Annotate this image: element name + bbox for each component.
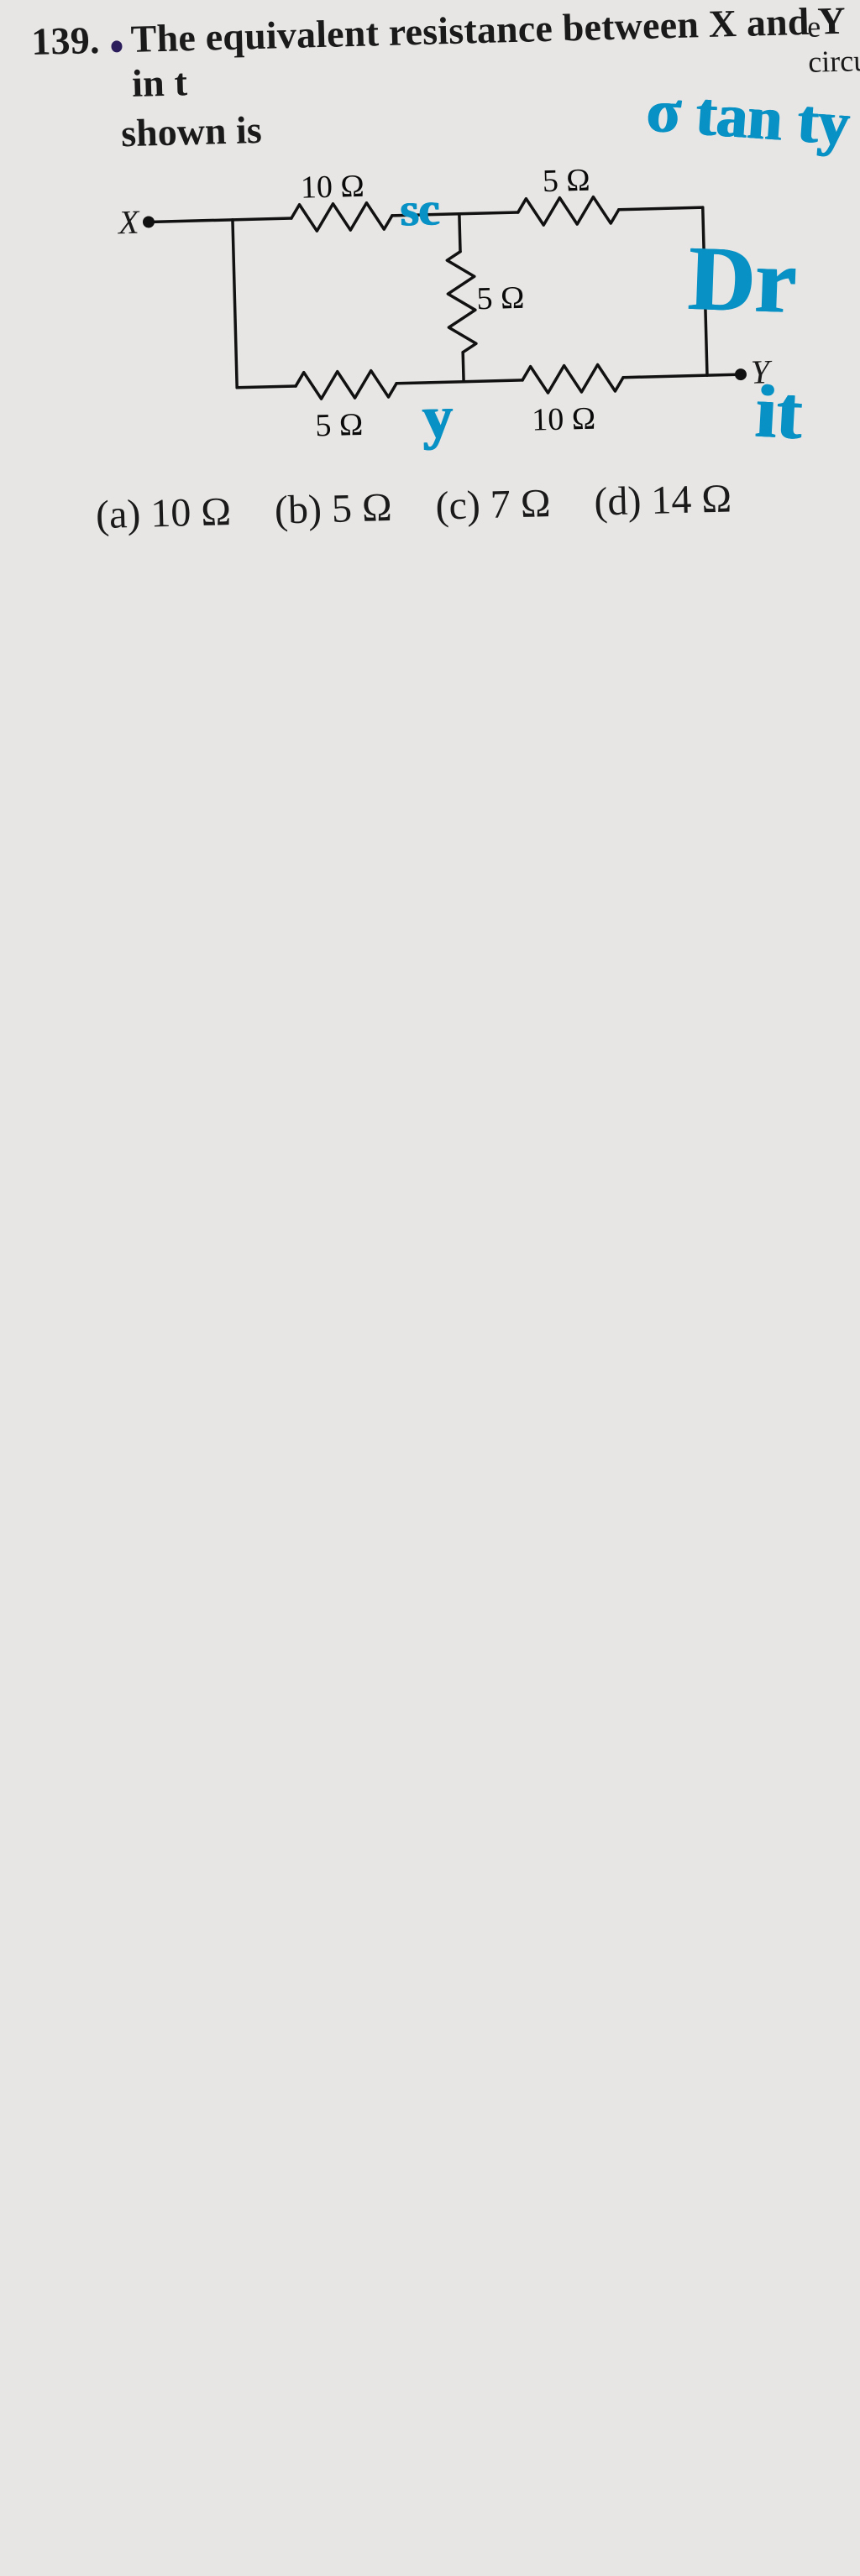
question-line-1: 139. The equivalent resistance between X… xyxy=(1,0,860,109)
question-text-1: The equivalent resistance between X and … xyxy=(130,0,860,106)
resistor-top-left-label: 10 Ω xyxy=(300,168,364,206)
option-a: (a) 10 Ω xyxy=(95,489,231,538)
bullet-dot xyxy=(112,40,123,52)
option-c: (c) 7 Ω xyxy=(435,480,551,530)
resistor-top-right-label: 5 Ω xyxy=(542,162,590,200)
resistor-bottom-left-label: 5 Ω xyxy=(315,406,364,444)
resistor-middle-label: 5 Ω xyxy=(476,280,525,317)
option-d: (d) 14 Ω xyxy=(594,475,732,525)
terminal-x-label: X xyxy=(118,202,139,243)
question-number: 139. xyxy=(31,18,101,64)
circuit-diagram: X Y 10 Ω 5 Ω 5 Ω 5 Ω 10 Ω sc y xyxy=(97,144,860,483)
option-b: (b) 5 Ω xyxy=(274,484,392,534)
resistor-bottom-right-label: 10 Ω xyxy=(532,400,596,439)
terminal-y-label: Y xyxy=(750,352,769,392)
cropped-text: e circuit xyxy=(807,7,860,79)
